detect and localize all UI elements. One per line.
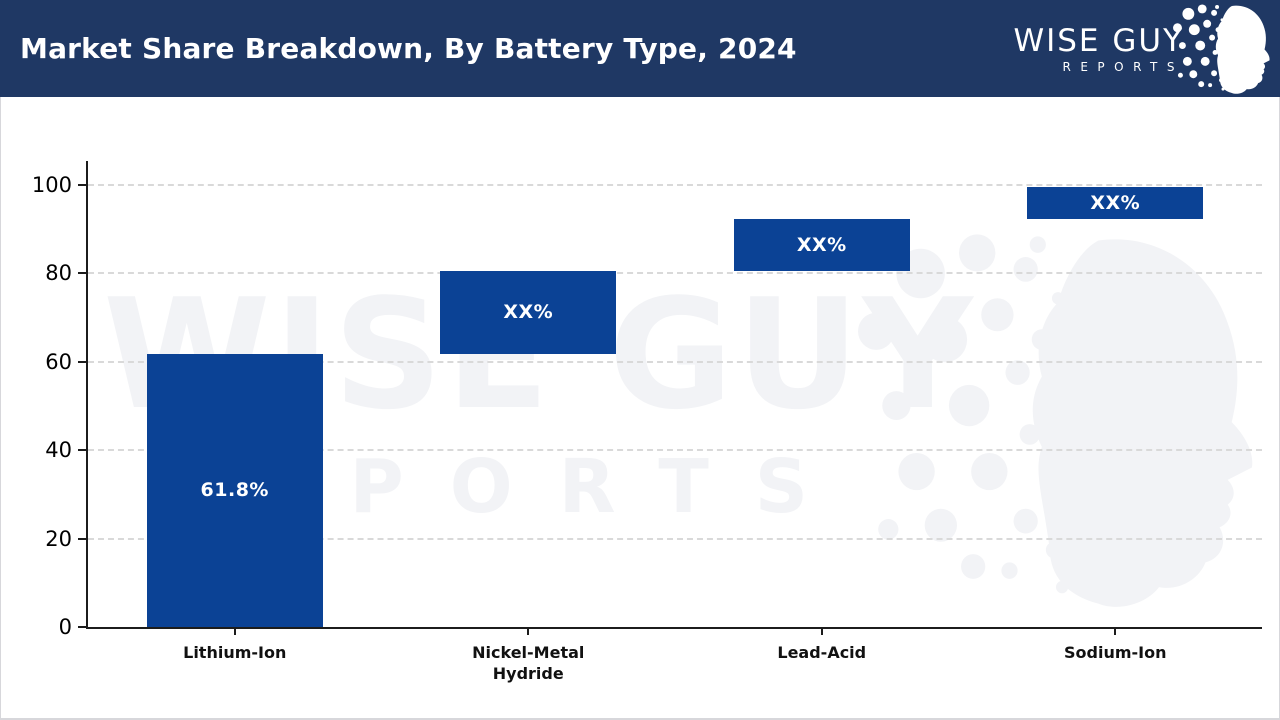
bar-nickel-metal-hydride: XX% [440, 270, 617, 354]
x-tick [233, 628, 236, 635]
x-category-label: Sodium-Ion [1064, 643, 1167, 662]
bar-value-label: 61.8% [200, 479, 269, 502]
x-category-label: Lithium-Ion [183, 643, 287, 662]
y-tick [78, 183, 86, 186]
gridline-100 [88, 183, 1262, 186]
y-tick-label: 20 [45, 526, 72, 551]
y-tick-label: 40 [45, 438, 72, 462]
gridline-40 [88, 449, 1262, 451]
header-bar: Market Share Breakdown, By Battery Type,… [0, 0, 1280, 97]
x-category-label: Lead-Acid [777, 643, 867, 662]
y-tick [78, 272, 86, 274]
x-tick [820, 628, 823, 635]
x-category-label: Nickel-Metal Hydride [472, 643, 585, 683]
y-tick-label: 60 [45, 349, 72, 374]
bar-value-label: XX% [1090, 191, 1141, 214]
gridline-60 [88, 360, 1262, 363]
bar-lithium-ion: 61.8% [146, 353, 323, 627]
x-tick [1114, 628, 1117, 635]
chart-title: Market Share Breakdown, By Battery Type,… [20, 32, 797, 65]
logo-wordmark: WISE GUY [1013, 23, 1184, 59]
bottom-edge-line [0, 718, 1280, 720]
x-axis-line [86, 627, 1262, 629]
y-tick-label: 100 [31, 172, 72, 197]
y-tick-label: 0 [58, 615, 72, 639]
y-tick [78, 360, 86, 363]
y-tick [78, 626, 86, 628]
logo-text: WISE GUY REPORTS [1013, 23, 1184, 74]
y-tick [78, 537, 86, 540]
bar-lead-acid: XX% [733, 219, 910, 271]
logo-subtitle: REPORTS [1062, 60, 1184, 74]
logo-head-icon [1173, 3, 1270, 94]
left-edge-line [0, 97, 1, 720]
x-tick [527, 628, 530, 635]
y-tick [78, 449, 86, 451]
gridline-80 [88, 272, 1262, 274]
y-axis-line [86, 161, 88, 629]
gridline-20 [88, 537, 1262, 540]
y-tick-label: 80 [45, 261, 72, 285]
bar-sodium-ion: XX% [1027, 186, 1204, 219]
bar-value-label: XX% [796, 233, 847, 256]
wise-guy-reports-logo: WISE GUY REPORTS [1013, 0, 1274, 97]
bar-value-label: XX% [503, 301, 554, 324]
